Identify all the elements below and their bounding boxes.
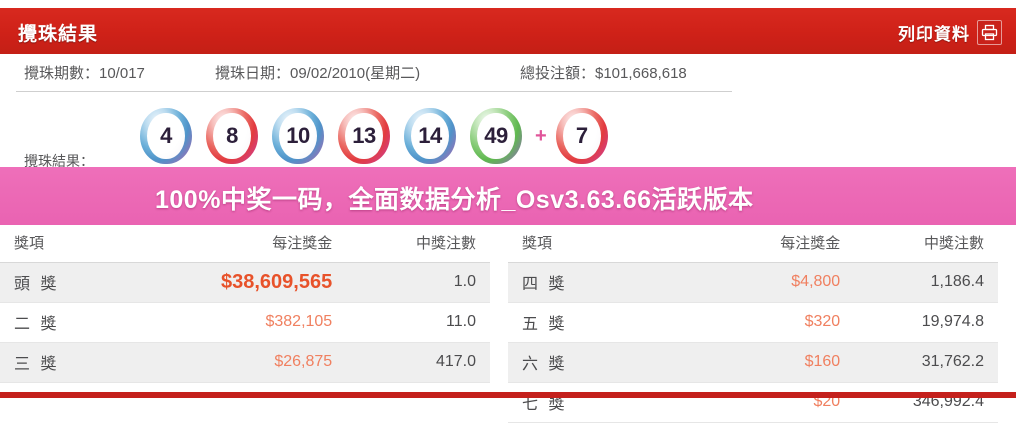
- total-turnover: 總投注額：$101,668,618: [520, 65, 687, 82]
- prize-tier: 三 獎: [0, 342, 162, 383]
- prize-amount: $4,800: [669, 262, 855, 303]
- page-title: 攪珠結果: [18, 24, 99, 45]
- plus-sign: +: [535, 124, 547, 147]
- promo-banner-text: 100%中奖一码，全面数据分析_Osv3.63.66活跃版本: [155, 186, 754, 214]
- prize-amount: $382,105: [161, 302, 347, 343]
- ball-number: 14: [418, 123, 442, 148]
- table-row: 六 獎 $160 31,762.2: [508, 342, 998, 383]
- ball-number: 49: [484, 123, 508, 148]
- lottery-ball: 8: [203, 105, 261, 167]
- ball-inner: [345, 113, 383, 159]
- info-divider: [16, 91, 732, 92]
- ball-inner: [213, 113, 251, 159]
- ball-list: 4 8 10 13 14: [137, 105, 619, 167]
- prize-winners: 19,974.8: [854, 302, 998, 343]
- draw-date: 攪珠日期：09/02/2010(星期二): [215, 65, 421, 82]
- prize-tables: 獎項 每注獎金 中獎注數 頭 獎 $38,609,565 1.0 二 獎 $38…: [0, 225, 1016, 423]
- table-row: 七 獎 $20 346,992.4: [508, 382, 998, 423]
- lottery-ball: 14: [401, 105, 459, 167]
- prize-table-left: 獎項 每注獎金 中獎注數 頭 獎 $38,609,565 1.0 二 獎 $38…: [0, 225, 490, 383]
- ball-number: 10: [286, 123, 310, 148]
- lottery-ball: 4: [137, 105, 195, 167]
- ball-number: 7: [575, 123, 588, 148]
- column-header-amount: 每注獎金: [669, 225, 855, 263]
- prize-winners: 417.0: [346, 342, 490, 383]
- extra-lottery-ball: 7: [553, 105, 611, 167]
- ball-number: 4: [160, 123, 172, 148]
- prize-tier: 五 獎: [508, 302, 670, 343]
- prize-amount: $320: [669, 302, 855, 343]
- draw-info-row: 攪珠期數：10/017 攪珠日期：09/02/2010(星期二) 總投注額：$1…: [0, 62, 1016, 94]
- table-row: 二 獎 $382,105 11.0: [0, 302, 490, 343]
- prize-winners: 346,992.4: [854, 382, 998, 423]
- prize-tier: 七 獎: [508, 382, 670, 423]
- table-row: 五 獎 $320 19,974.8: [508, 302, 998, 343]
- prize-tier: 六 獎: [508, 342, 670, 383]
- prize-amount: $20: [669, 382, 855, 423]
- column-header-winners: 中獎注數: [854, 225, 998, 263]
- footer-rule: [0, 392, 1016, 398]
- prize-winners: 1.0: [346, 262, 490, 303]
- prize-amount: $160: [669, 342, 855, 383]
- ball-inner: [562, 113, 601, 159]
- column-header-tier: 獎項: [0, 225, 162, 263]
- ball-inner: [477, 113, 515, 159]
- table-header-row: 獎項 每注獎金 中獎注數: [0, 225, 490, 263]
- page-header-bar: 攪珠結果 列印資料: [0, 8, 1016, 54]
- prize-amount: $26,875: [161, 342, 347, 383]
- lottery-ball: 10: [269, 105, 327, 167]
- table-header-row: 獎項 每注獎金 中獎注數: [508, 225, 998, 263]
- prize-winners: 31,762.2: [854, 342, 998, 383]
- printer-icon[interactable]: [977, 20, 1002, 45]
- lottery-results-page: 攪珠結果 列印資料 攪珠期數：10/017 攪珠日期：09/02/2010(星期…: [0, 8, 1016, 423]
- ball-inner: [279, 113, 317, 159]
- prize-winners: 11.0: [346, 302, 490, 343]
- column-header-tier: 獎項: [508, 225, 670, 263]
- table-row: 頭 獎 $38,609,565 1.0: [0, 262, 490, 303]
- draw-number: 攪珠期數：10/017: [24, 65, 145, 82]
- draw-result-label: 攪珠結果：: [24, 153, 94, 169]
- ball-number: 13: [352, 123, 376, 148]
- column-header-winners: 中獎注數: [346, 225, 490, 263]
- prize-tier: 四 獎: [508, 262, 670, 303]
- print-button[interactable]: 列印資料: [898, 20, 1002, 45]
- prize-tier: 二 獎: [0, 302, 162, 343]
- prize-amount: $38,609,565: [161, 262, 347, 303]
- table-row: 三 獎 $26,875 417.0: [0, 342, 490, 383]
- lottery-ball: 49: [467, 105, 525, 167]
- prize-winners: 1,186.4: [854, 262, 998, 303]
- table-row: 四 獎 $4,800 1,186.4: [508, 262, 998, 303]
- print-button-label: 列印資料: [898, 25, 970, 44]
- draw-result-row: 攪珠結果： 4 8 10 13: [0, 105, 1016, 195]
- ball-inner: [411, 113, 449, 159]
- lottery-ball: 13: [335, 105, 393, 167]
- ball-inner: [147, 113, 185, 159]
- prize-tier: 頭 獎: [0, 262, 162, 303]
- column-header-amount: 每注獎金: [161, 225, 347, 263]
- promo-overlay-banner: 100%中奖一码，全面数据分析_Osv3.63.66活跃版本: [0, 167, 1016, 225]
- ball-number: 8: [226, 123, 238, 148]
